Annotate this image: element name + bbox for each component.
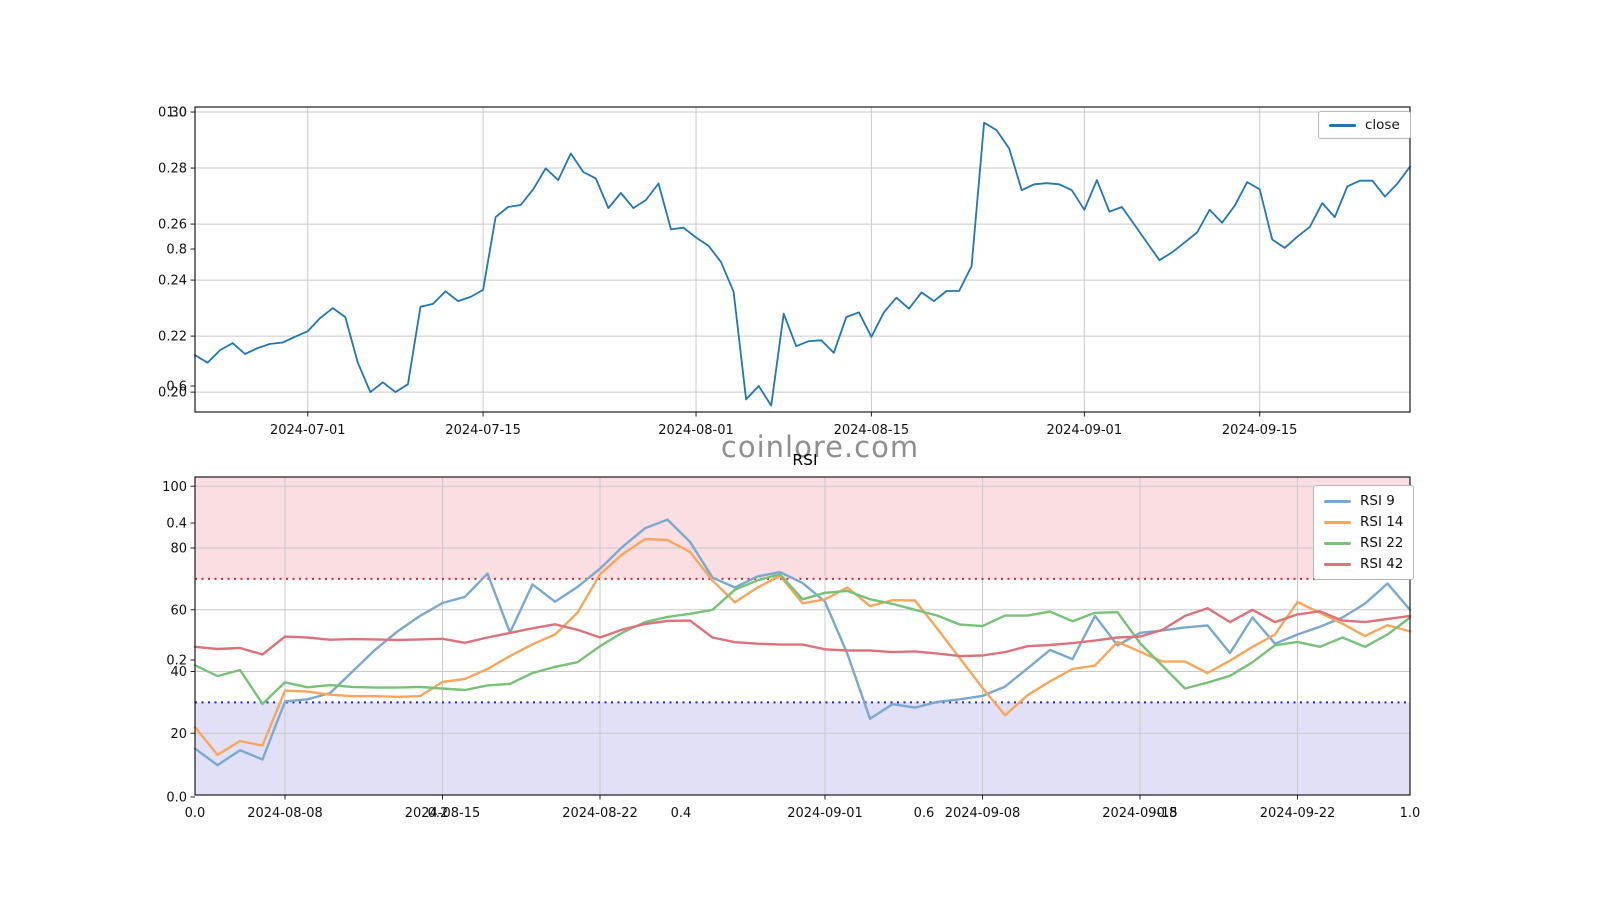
overlay-y-tick-label: 0.4: [166, 517, 187, 532]
overlay-y-tick-label: 0.0: [166, 791, 187, 806]
price-y-tick-label: 0.26: [158, 218, 187, 233]
price-x-tick-label: 2024-08-01: [658, 423, 734, 438]
price-x-tick-label: 2024-08-15: [834, 423, 910, 438]
rsi-22-line: [193, 573, 1412, 706]
overlay-x-tick-label: 0.6: [914, 806, 935, 821]
overlay-x-tick-label: 0.4: [671, 806, 692, 821]
rsi-14-swatch: [1324, 520, 1351, 524]
rsi-x-tick-label: 2024-09-01: [787, 806, 863, 821]
overlay-x-tick-label: 0.2: [428, 806, 449, 821]
rsi-x-tick-label: 2024-08-22: [562, 806, 638, 821]
close-line: [194, 121, 1411, 407]
overbought-band: [195, 477, 1410, 579]
rsi-x-tick-label: 2024-08-08: [247, 806, 323, 821]
rsi-legend: RSI 9 RSI 14 RSI 22 RSI 42: [1313, 485, 1415, 580]
rsi-legend-label: RSI 14: [1360, 514, 1404, 530]
rsi-42-line: [193, 607, 1412, 658]
overlay-y-tick-label: 0.8: [166, 243, 187, 258]
rsi-14-line: [193, 537, 1412, 757]
oversold-band: [195, 702, 1410, 795]
price-axes-border: [194, 106, 1411, 413]
rsi-legend-item: RSI 22: [1324, 535, 1403, 551]
rsi-legend-item: RSI 14: [1324, 514, 1403, 530]
rsi-9-swatch: [1324, 499, 1351, 503]
rsi-y-tick-label: 80: [170, 542, 187, 557]
price-legend-label: close: [1365, 117, 1400, 133]
rsi-axes-border: [194, 476, 1411, 796]
rsi-x-tick-label: 2024-09-15: [1102, 806, 1178, 821]
watermark: coinlore.com: [720, 430, 920, 464]
rsi-legend-label: RSI 9: [1360, 493, 1395, 509]
price-x-tick-label: 2024-07-01: [270, 423, 346, 438]
price-y-tick-label: 0.20: [158, 386, 187, 401]
price-y-tick-label: 0.30: [158, 106, 187, 121]
price-x-tick-label: 2024-09-01: [1047, 423, 1123, 438]
rsi-legend-item: RSI 9: [1324, 493, 1403, 509]
close-line-swatch: [1329, 123, 1356, 127]
price-legend: close: [1318, 111, 1411, 139]
price-y-tick-label: 0.28: [158, 162, 187, 177]
price-x-tick-label: 2024-09-15: [1222, 423, 1298, 438]
rsi-legend-item: RSI 42: [1324, 556, 1403, 572]
overlay-y-tick-label: 0.6: [166, 380, 187, 395]
rsi-legend-label: RSI 22: [1360, 535, 1404, 551]
rsi-9-line: [193, 518, 1412, 767]
price-y-tick-label: 0.22: [158, 330, 187, 345]
rsi-x-tick-label: 2024-09-22: [1260, 806, 1336, 821]
rsi-y-tick-label: 60: [170, 603, 187, 618]
rsi-x-tick-label: 2024-08-15: [405, 806, 481, 821]
rsi-chart-title: RSI: [792, 451, 818, 469]
overlay-y-tick-label: 0.2: [166, 654, 187, 669]
rsi-y-tick-label: 100: [162, 480, 187, 495]
rsi-22-swatch: [1324, 541, 1351, 545]
rsi-y-tick-label: 40: [170, 665, 187, 680]
rsi-y-tick-label: 20: [170, 727, 187, 742]
overlay-y-tick-label: 1.0: [166, 106, 187, 121]
price-x-tick-label: 2024-07-15: [445, 423, 521, 438]
rsi-x-tick-label: 2024-09-08: [945, 806, 1021, 821]
overlay-x-tick-label: 1.0: [1400, 806, 1421, 821]
rsi-42-swatch: [1324, 562, 1351, 566]
rsi-legend-label: RSI 42: [1360, 556, 1404, 572]
price-y-tick-label: 0.24: [158, 274, 187, 289]
overlay-x-tick-label: 0.0: [185, 806, 206, 821]
overlay-x-tick-label: 0.8: [1157, 806, 1178, 821]
